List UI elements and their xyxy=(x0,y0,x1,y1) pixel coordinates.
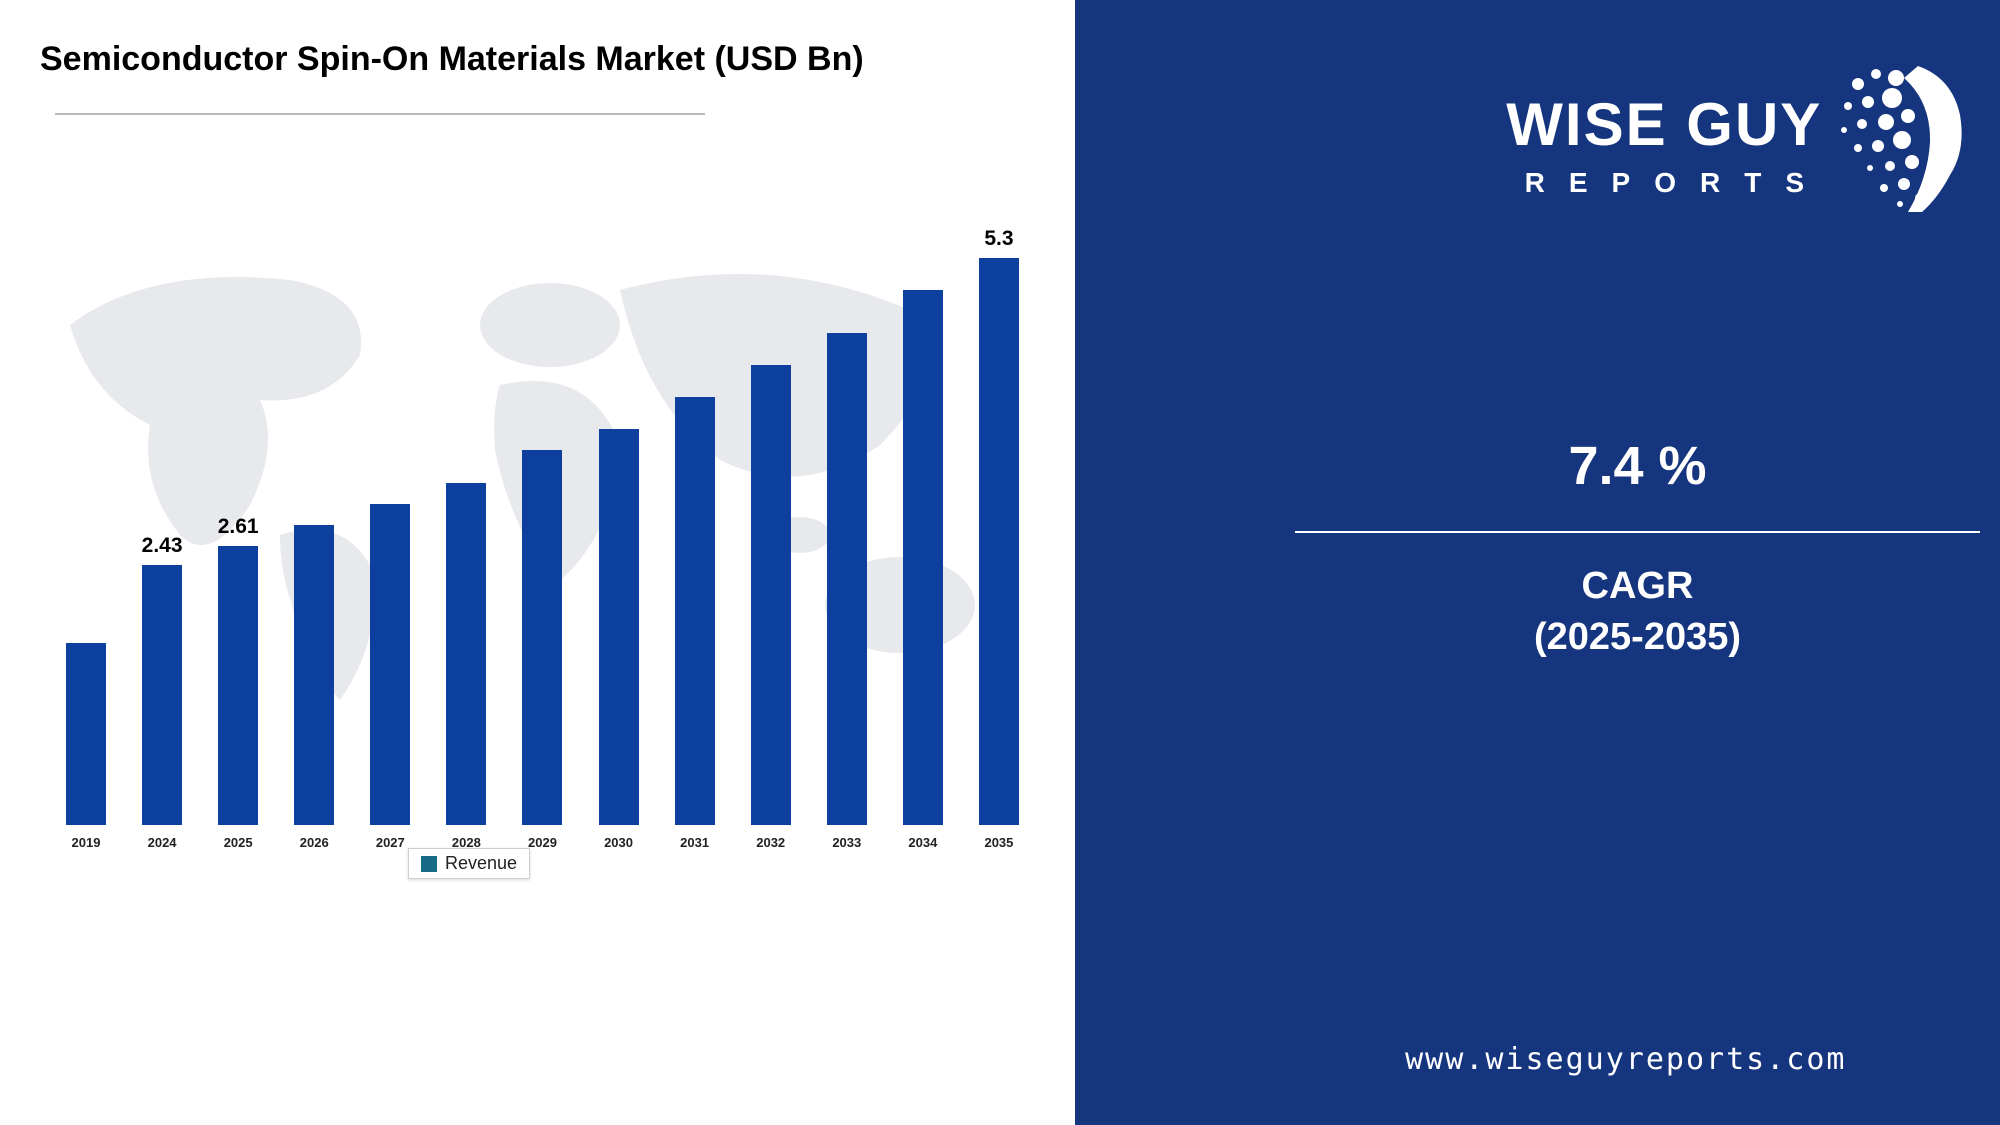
bar-column: 2032 xyxy=(740,333,802,855)
brand-logo: WISE GUY REPORTS xyxy=(1501,60,1970,220)
bar-column: 2029 xyxy=(511,418,573,855)
legend-label: Revenue xyxy=(445,853,518,873)
logo-head-icon xyxy=(1841,66,1962,212)
revenue-bar xyxy=(370,504,411,825)
bar-column: 2028 xyxy=(435,451,497,855)
bar-column: 2031 xyxy=(664,365,726,855)
bar-column: 2.61 2025 xyxy=(207,514,269,855)
revenue-bar xyxy=(142,565,183,825)
revenue-bar xyxy=(826,333,867,825)
revenue-bar xyxy=(674,397,715,825)
revenue-bar xyxy=(522,450,563,825)
bar-column: 2026 xyxy=(283,493,345,855)
logo-text: WISE GUY REPORTS xyxy=(1501,90,1828,199)
cagr-divider xyxy=(1295,531,1980,533)
revenue-bar xyxy=(446,483,487,825)
cagr-block: 7.4 % CAGR (2025-2035) xyxy=(1295,435,1980,664)
chart-legend: Revenue xyxy=(408,848,531,879)
bar-column: 2033 xyxy=(816,301,878,855)
website-link[interactable]: www.wiseguyreports.com xyxy=(1405,1042,1847,1077)
x-axis-label: 2025 xyxy=(223,835,253,850)
bar-column: 2034 xyxy=(892,258,954,855)
bar-column: 2030 xyxy=(588,397,650,855)
logo-subtext: REPORTS xyxy=(1524,167,1828,198)
x-axis-label: 2029 xyxy=(528,835,557,850)
brand-panel: WISE GUY REPORTS 7.4 % CAG xyxy=(1075,0,2000,1125)
revenue-bar xyxy=(218,546,259,825)
revenue-bar xyxy=(750,365,791,825)
bar-column: 2.43 2024 xyxy=(131,533,193,855)
x-axis-label: 2028 xyxy=(451,835,481,850)
revenue-bar xyxy=(978,258,1019,825)
cagr-label: CAGR (2025-2035) xyxy=(1295,561,1980,664)
x-axis-label: 2034 xyxy=(908,835,938,850)
bar-plot: 2019 2.43 2024 2.61 2025 2026 2027 2028 2029 2030… xyxy=(55,225,1030,855)
x-axis-label: 2032 xyxy=(756,835,786,850)
bar-column: 5.3 2035 xyxy=(968,226,1030,855)
x-axis-label: 2027 xyxy=(375,835,405,850)
x-axis-label: 2031 xyxy=(680,835,710,850)
chart-title: Semiconductor Spin-On Materials Market (… xyxy=(40,40,864,78)
bar-value-label: 2.61 xyxy=(217,515,259,538)
legend-swatch xyxy=(421,855,437,872)
x-axis-label: 2033 xyxy=(832,835,862,850)
logo-wordmark: WISE GUY xyxy=(1506,91,1823,158)
bar-column: 2027 xyxy=(359,472,421,855)
cagr-label-line1: CAGR xyxy=(1581,565,1694,607)
revenue-bar xyxy=(902,290,943,825)
bar-value-label: 2.43 xyxy=(141,534,183,557)
cagr-label-line2: (2025-2035) xyxy=(1533,616,1742,659)
revenue-bar xyxy=(66,643,106,825)
x-axis-label: 2024 xyxy=(147,835,177,850)
x-axis-label: 2030 xyxy=(604,835,633,850)
bar-column: 2019 xyxy=(55,611,117,855)
chart-section: Semiconductor Spin-On Materials Market (… xyxy=(40,40,1030,879)
bar-value-label: 5.3 xyxy=(984,227,1014,250)
cagr-value: 7.4 % xyxy=(1568,436,1707,496)
revenue-bar xyxy=(598,429,639,825)
x-axis-label: 2035 xyxy=(984,835,1014,850)
revenue-bar xyxy=(294,525,335,825)
x-axis-label: 2019 xyxy=(71,835,101,850)
title-divider xyxy=(55,113,705,115)
x-axis-label: 2026 xyxy=(299,835,329,850)
